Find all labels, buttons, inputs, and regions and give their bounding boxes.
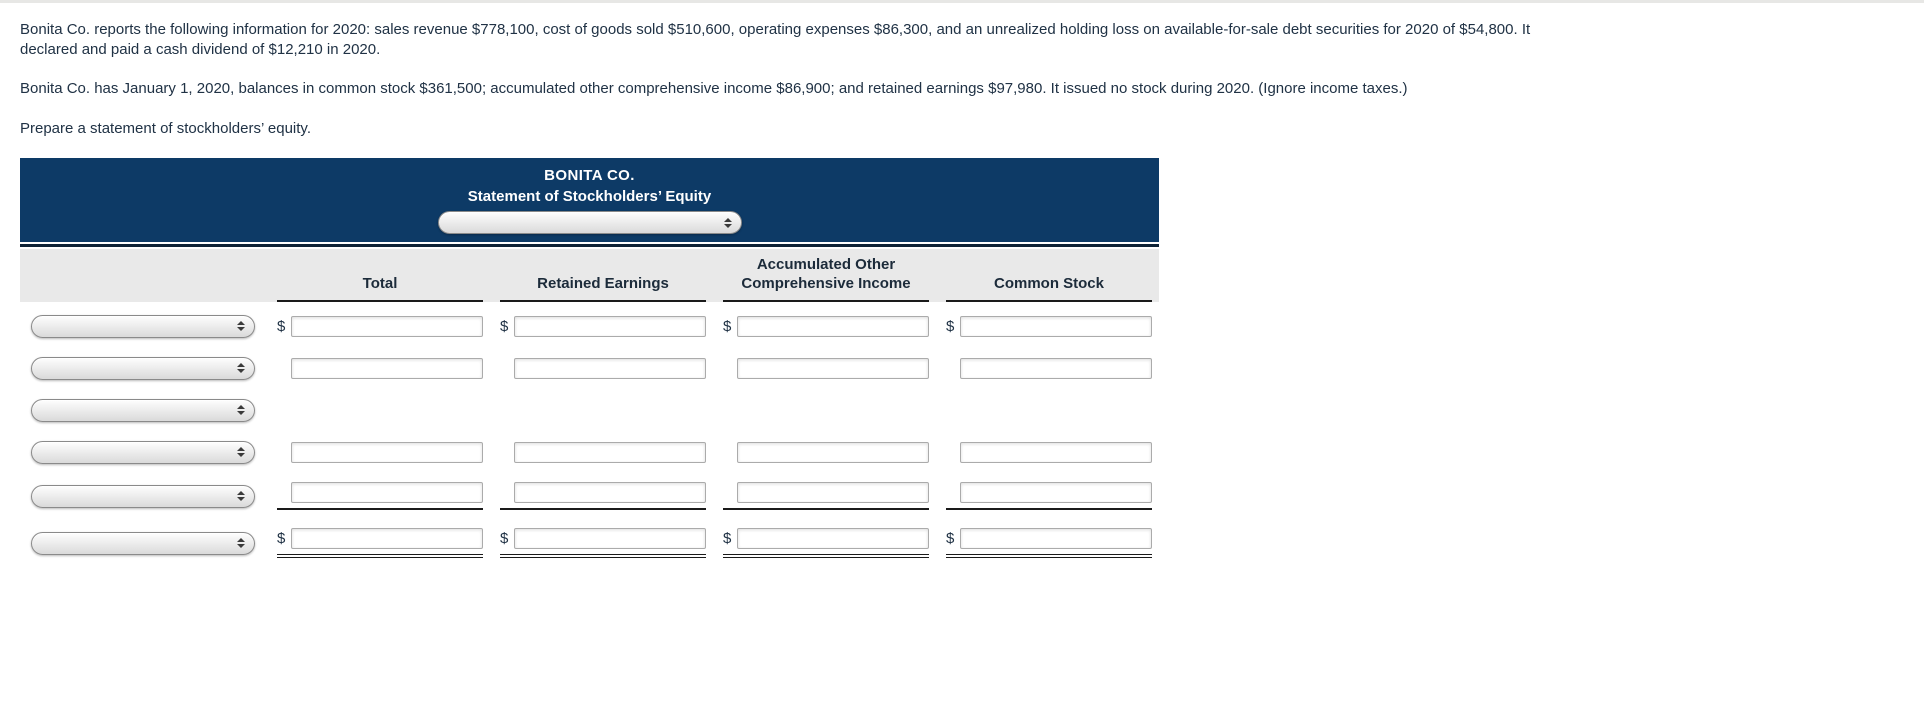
problem-statement: Bonita Co. reports the following informa… xyxy=(0,3,1580,138)
column-headers: Total Retained Earnings Accumulated Othe… xyxy=(20,249,1159,302)
statement-row-3 xyxy=(20,398,1159,422)
row-6-total-input[interactable] xyxy=(291,528,483,549)
row-4-retained-earnings-input[interactable] xyxy=(514,441,706,463)
statement-row-5 xyxy=(20,482,1159,510)
row-1-total-input[interactable] xyxy=(291,315,483,337)
row-6-cell-retained-earnings: $ xyxy=(500,528,706,558)
statement-of-stockholders-equity: BONITA CO. Statement of Stockholders’ Eq… xyxy=(20,158,1159,576)
row-1-accumulated-oci-input[interactable] xyxy=(737,315,929,337)
row-2-retained-earnings-input[interactable] xyxy=(514,357,706,379)
statement-rows: $ $ $ $ xyxy=(20,302,1159,576)
row-4-total-input[interactable] xyxy=(291,441,483,463)
dollar-sign: $ xyxy=(723,317,732,335)
problem-paragraph-1: Bonita Co. reports the following informa… xyxy=(20,21,1531,58)
row-6-cell-accumulated-oci: $ xyxy=(723,528,929,558)
row-5-total-input[interactable] xyxy=(291,482,483,503)
select-arrows-icon xyxy=(237,321,245,331)
row-4-cell-common-stock xyxy=(946,441,1152,463)
row-5-label-select[interactable] xyxy=(31,484,255,508)
column-header-total: Total xyxy=(277,274,483,302)
company-name: BONITA CO. xyxy=(544,167,635,184)
row-5-retained-earnings-input[interactable] xyxy=(514,482,706,503)
column-header-common-stock: Common Stock xyxy=(946,274,1152,302)
row-4-accumulated-oci-input[interactable] xyxy=(737,441,929,463)
select-arrows-icon xyxy=(237,538,245,548)
row-6-accumulated-oci-input[interactable] xyxy=(737,528,929,549)
row-1-cell-accumulated-oci: $ xyxy=(723,315,929,337)
row-5-accumulated-oci-input[interactable] xyxy=(737,482,929,503)
select-arrows-icon xyxy=(237,491,245,501)
row-2-cell-retained-earnings xyxy=(500,357,706,379)
column-header-accumulated-oci: Accumulated Other Comprehensive Income xyxy=(723,255,929,302)
statement-row-6: $ $ $ $ xyxy=(20,528,1159,558)
row-1-cell-retained-earnings: $ xyxy=(500,315,706,337)
statement-row-4 xyxy=(20,440,1159,464)
dollar-sign: $ xyxy=(500,317,509,335)
row-6-label-select[interactable] xyxy=(31,531,255,555)
select-arrows-icon xyxy=(237,363,245,373)
select-arrows-icon xyxy=(723,217,732,228)
column-header-retained-earnings: Retained Earnings xyxy=(500,274,706,302)
row-2-label-select[interactable] xyxy=(31,356,255,380)
dollar-sign: $ xyxy=(723,530,732,547)
row-2-common-stock-input[interactable] xyxy=(960,357,1152,379)
row-2-cell-total xyxy=(277,357,483,379)
row-5-cell-common-stock xyxy=(946,482,1152,510)
row-6-cell-common-stock: $ xyxy=(946,528,1152,558)
row-4-common-stock-input[interactable] xyxy=(960,441,1152,463)
select-arrows-icon xyxy=(237,405,245,415)
row-5-common-stock-input[interactable] xyxy=(960,482,1152,503)
row-4-cell-retained-earnings xyxy=(500,441,706,463)
row-1-label-select[interactable] xyxy=(31,314,255,338)
row-5-cell-total xyxy=(277,482,483,510)
row-1-cell-common-stock: $ xyxy=(946,315,1152,337)
dollar-sign: $ xyxy=(946,530,955,547)
statement-title: Statement of Stockholders’ Equity xyxy=(467,188,712,205)
row-6-retained-earnings-input[interactable] xyxy=(514,528,706,549)
dollar-sign: $ xyxy=(277,317,286,335)
problem-paragraph-2: Bonita Co. has January 1, 2020, balances… xyxy=(20,80,1408,97)
statement-row-2 xyxy=(20,356,1159,380)
statement-header: BONITA CO. Statement of Stockholders’ Eq… xyxy=(20,158,1159,242)
row-4-cell-accumulated-oci xyxy=(723,441,929,463)
problem-instruction: Prepare a statement of stockholders’ equ… xyxy=(20,119,311,137)
row-5-cell-retained-earnings xyxy=(500,482,706,510)
row-2-accumulated-oci-input[interactable] xyxy=(737,357,929,379)
dollar-sign: $ xyxy=(946,317,955,335)
row-6-cell-total: $ xyxy=(277,528,483,558)
row-6-common-stock-input[interactable] xyxy=(960,528,1152,549)
select-arrows-icon xyxy=(237,447,245,457)
header-divider xyxy=(20,244,1159,247)
dollar-sign: $ xyxy=(277,530,286,547)
row-2-total-input[interactable] xyxy=(291,357,483,379)
row-3-label-select[interactable] xyxy=(31,398,255,422)
statement-row-1: $ $ $ $ xyxy=(20,314,1159,338)
row-5-cell-accumulated-oci xyxy=(723,482,929,510)
row-1-cell-total: $ xyxy=(277,315,483,337)
row-4-cell-total xyxy=(277,441,483,463)
row-2-cell-common-stock xyxy=(946,357,1152,379)
row-4-label-select[interactable] xyxy=(31,440,255,464)
dollar-sign: $ xyxy=(500,530,509,547)
row-2-cell-accumulated-oci xyxy=(723,357,929,379)
period-select[interactable] xyxy=(437,211,742,234)
row-1-common-stock-input[interactable] xyxy=(960,315,1152,337)
row-1-retained-earnings-input[interactable] xyxy=(514,315,706,337)
